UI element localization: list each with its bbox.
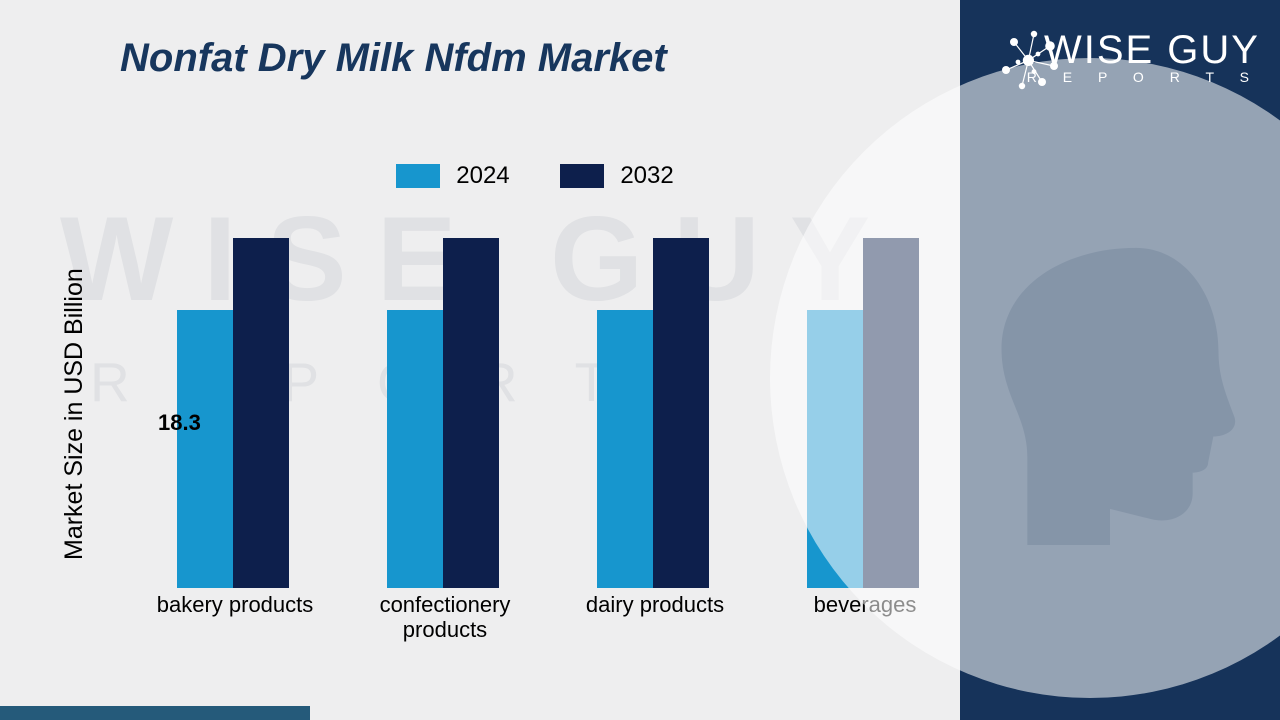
x-axis-label: confectionery products <box>355 592 535 643</box>
x-axis-label: dairy products <box>565 592 745 617</box>
brand-line1: WISE GUY <box>1027 28 1260 73</box>
bar-2024 <box>387 310 443 588</box>
y-axis-label: Market Size in USD Billion <box>60 268 89 560</box>
brand-logo: WISE GUY R E P O R T S <box>1027 28 1260 85</box>
legend-swatch-2024 <box>396 164 440 188</box>
bar-2032 <box>233 238 289 588</box>
legend-item-2032: 2032 <box>560 162 673 190</box>
value-label: 18.3 <box>158 410 201 436</box>
chart-title: Nonfat Dry Milk Nfdm Market <box>120 36 667 81</box>
x-axis-label: bakery products <box>145 592 325 617</box>
bar-2032 <box>653 238 709 588</box>
brand-line2: R E P O R T S <box>1027 69 1260 85</box>
bar-2024 <box>597 310 653 588</box>
legend-item-2024: 2024 <box>396 162 509 190</box>
right-panel: WISE GUY R E P O R T S <box>960 0 1280 720</box>
legend-swatch-2032 <box>560 164 604 188</box>
footer-tab <box>0 706 310 720</box>
legend-label-2024: 2024 <box>456 162 509 190</box>
bar-2032 <box>443 238 499 588</box>
bar-2024 <box>177 310 233 588</box>
legend-label-2032: 2032 <box>620 162 673 190</box>
head-profile-icon <box>980 235 1240 545</box>
canvas: WISE GUY REPORTS Nonfat Dry Milk Nfdm Ma… <box>0 0 1280 720</box>
